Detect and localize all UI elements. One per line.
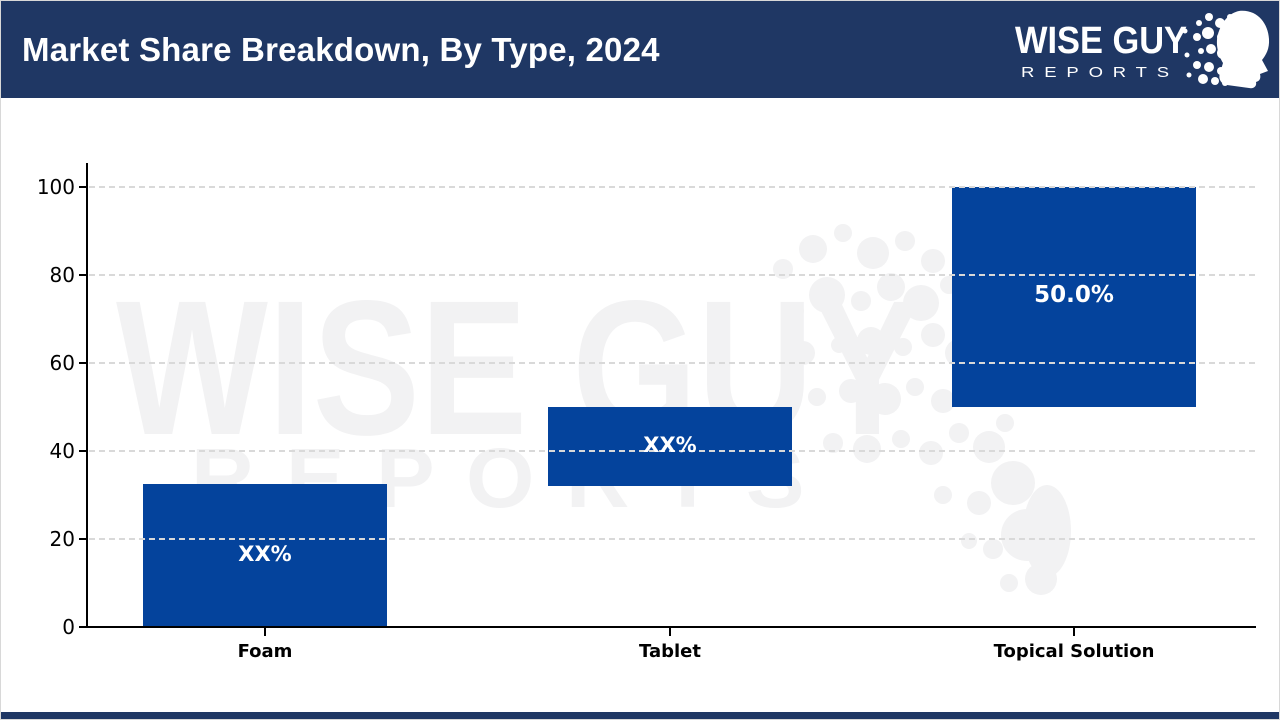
x-tickmark-foam [264,628,266,636]
y-tick-label-0: 0 [62,615,75,639]
gridline-80 [89,274,1255,276]
y-axis-line [86,163,88,628]
y-tickmark-0 [79,626,87,628]
gridline-60 [89,362,1255,364]
x-tickmark-topical-solution [1073,628,1075,636]
wiseguy-logo: WISE GUY REPORTS [1015,10,1270,89]
wiseguy-logo-face-icon [1216,10,1270,89]
y-tick-label-40: 40 [49,439,75,463]
x-axis-label-foam: Foam [237,641,293,662]
bar-label-topical-solution: 50.0% [1034,282,1114,308]
x-axis-label-topical-solution: Topical Solution [993,641,1155,662]
y-tickmark-60 [79,362,87,364]
bar-topical-solution [952,187,1196,407]
logo-text-wiseguy: WISE GUY [1015,20,1187,62]
gridline-100 [89,186,1255,188]
bar-label-tablet: XX% [643,433,697,457]
bar-tablet [548,407,792,486]
x-axis-label-tablet: Tablet [639,641,701,662]
x-tickmark-tablet [669,628,671,636]
y-tickmark-80 [79,274,87,276]
y-tick-label-100: 100 [36,175,75,199]
gridline-40 [89,450,1255,452]
bar-label-foam: XX% [238,542,292,566]
gridline-20 [89,538,1255,540]
y-tick-label-80: 80 [49,263,75,287]
logo-text-reports: REPORTS [1021,64,1179,81]
y-tick-label-20: 20 [49,527,75,551]
y-tickmark-20 [79,538,87,540]
header-bar: Market Share Breakdown, By Type, 2024 WI… [1,1,1279,98]
y-tickmark-100 [79,186,87,188]
bar-foam [143,484,387,627]
watermark-dots-icon [773,224,1071,595]
y-tick-label-60: 60 [49,351,75,375]
x-axis-line [86,626,1256,628]
footer-bar [1,712,1279,719]
y-tickmark-40 [79,450,87,452]
chart-title: Market Share Breakdown, By Type, 2024 [22,31,660,68]
